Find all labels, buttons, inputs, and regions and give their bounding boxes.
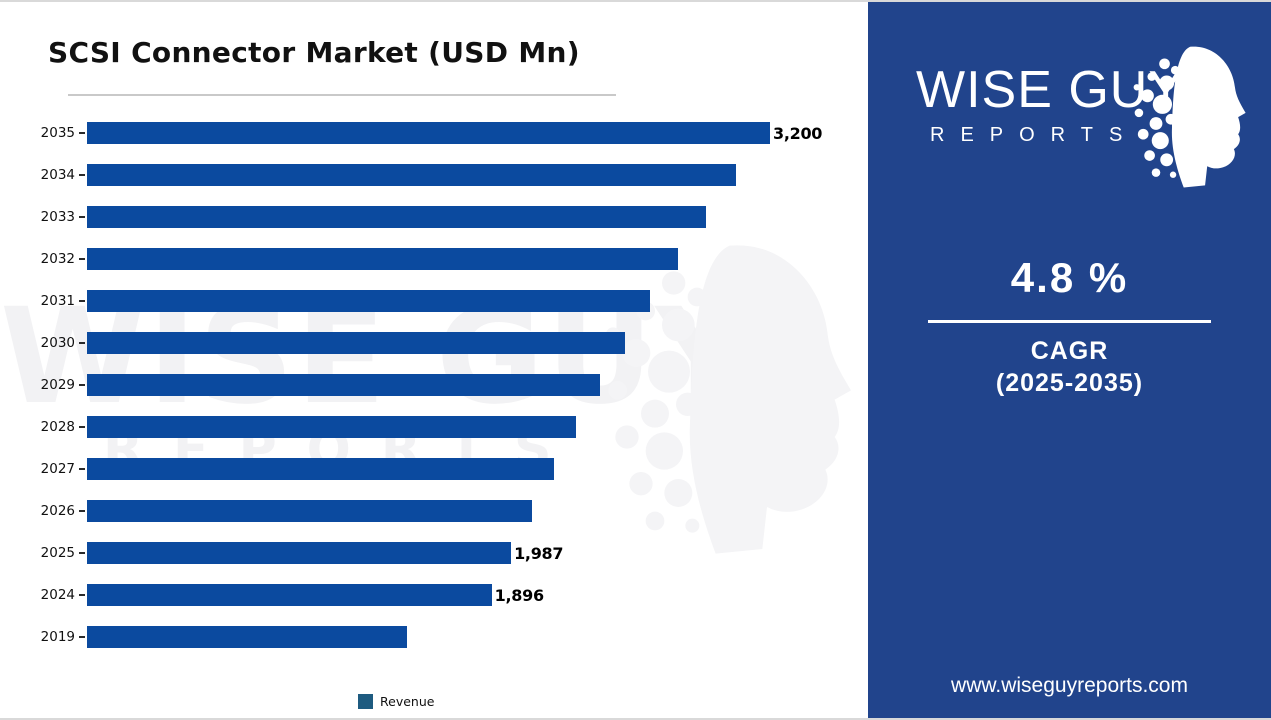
cagr-value: 4.8 % <box>1010 254 1129 301</box>
revenue-bar-2031 <box>87 290 651 312</box>
revenue-bar-2027 <box>87 458 555 480</box>
brand-panel: WISE GUY REPORTS 4.8 % CAGR (2025-2035) <box>868 2 1271 718</box>
bar-row-2025: 2025 1,987 <box>24 532 864 574</box>
bar-row-2034: 2034 <box>24 154 864 196</box>
year-label-2028: 2028 <box>40 419 75 435</box>
revenue-bar-2034 <box>87 164 736 186</box>
bar-row-2026: 2026 <box>24 490 864 532</box>
revenue-bar-2025 <box>87 542 512 564</box>
bar-row-2032: 2032 <box>24 238 864 280</box>
year-label-2031: 2031 <box>40 293 75 309</box>
year-label-2019: 2019 <box>40 629 75 645</box>
revenue-bar-2019 <box>87 626 408 648</box>
cagr-period: (2025-2035) <box>995 369 1144 397</box>
bar-row-2028: 2028 <box>24 406 864 448</box>
bar-row-2029: 2029 <box>24 364 864 406</box>
website-url: www.wiseguyreports.com <box>951 674 1188 697</box>
axis-tick <box>79 258 85 260</box>
revenue-bar-2024 <box>87 584 492 606</box>
title-underline <box>68 94 616 96</box>
year-label-2026: 2026 <box>40 503 75 519</box>
year-label-2034: 2034 <box>40 167 75 183</box>
axis-tick <box>79 552 85 554</box>
revenue-bar-2028 <box>87 416 576 438</box>
cagr-label: CAGR <box>1030 337 1109 365</box>
axis-tick <box>79 426 85 428</box>
revenue-bar-2029 <box>87 374 601 396</box>
axis-tick <box>79 216 85 218</box>
bar-row-2031: 2031 <box>24 280 864 322</box>
watermark-head-icon <box>606 245 851 554</box>
revenue-bar-2030 <box>87 332 625 354</box>
axis-tick <box>79 384 85 386</box>
legend: Revenue <box>358 694 434 709</box>
axis-tick <box>79 594 85 596</box>
legend-swatch-revenue <box>358 694 373 709</box>
cagr-block: 4.8 % CAGR (2025-2035) <box>868 254 1271 398</box>
year-label-2025: 2025 <box>40 545 75 561</box>
revenue-bar-2026 <box>87 500 533 522</box>
bar-row-2030: 2030 <box>24 322 864 364</box>
year-label-2029: 2029 <box>40 377 75 393</box>
revenue-bar-2035 <box>87 122 770 144</box>
year-label-2033: 2033 <box>40 209 75 225</box>
logo-head-icon <box>1133 46 1246 188</box>
wise-guy-logo: WISE GUY REPORTS <box>896 32 1246 192</box>
axis-tick <box>79 342 85 344</box>
axis-tick <box>79 174 85 176</box>
legend-label-revenue: Revenue <box>380 694 435 709</box>
year-label-2027: 2027 <box>40 461 75 477</box>
year-label-2024: 2024 <box>40 587 75 603</box>
revenue-bar-2032 <box>87 248 679 270</box>
axis-tick <box>79 132 85 134</box>
axis-tick <box>79 510 85 512</box>
bar-row-2033: 2033 <box>24 196 864 238</box>
axis-tick <box>79 468 85 470</box>
value-label-2024: 1,896 <box>494 585 544 605</box>
chart-panel: WISE GUY REPORTS SCSI Connector Market (… <box>0 2 868 718</box>
logo-reports-text: REPORTS <box>930 124 1139 146</box>
bar-row-2019: 2019 <box>24 616 864 658</box>
year-label-2035: 2035 <box>40 125 75 141</box>
bar-row-2027: 2027 <box>24 448 864 490</box>
bar-row-2024: 2024 1,896 <box>24 574 864 616</box>
axis-tick <box>79 636 85 638</box>
year-label-2030: 2030 <box>40 335 75 351</box>
revenue-bar-2033 <box>87 206 706 228</box>
cagr-divider <box>928 320 1211 323</box>
chart-title: SCSI Connector Market (USD Mn) <box>48 36 580 69</box>
value-label-2035: 3,200 <box>773 123 823 143</box>
axis-tick <box>79 300 85 302</box>
bar-plot: 2035 3,200 2034 2033 2032 2031 2030 2029 2028 202… <box>24 112 864 658</box>
value-label-2025: 1,987 <box>514 543 564 563</box>
year-label-2032: 2032 <box>40 251 75 267</box>
bar-row-2035: 2035 3,200 <box>24 112 864 154</box>
